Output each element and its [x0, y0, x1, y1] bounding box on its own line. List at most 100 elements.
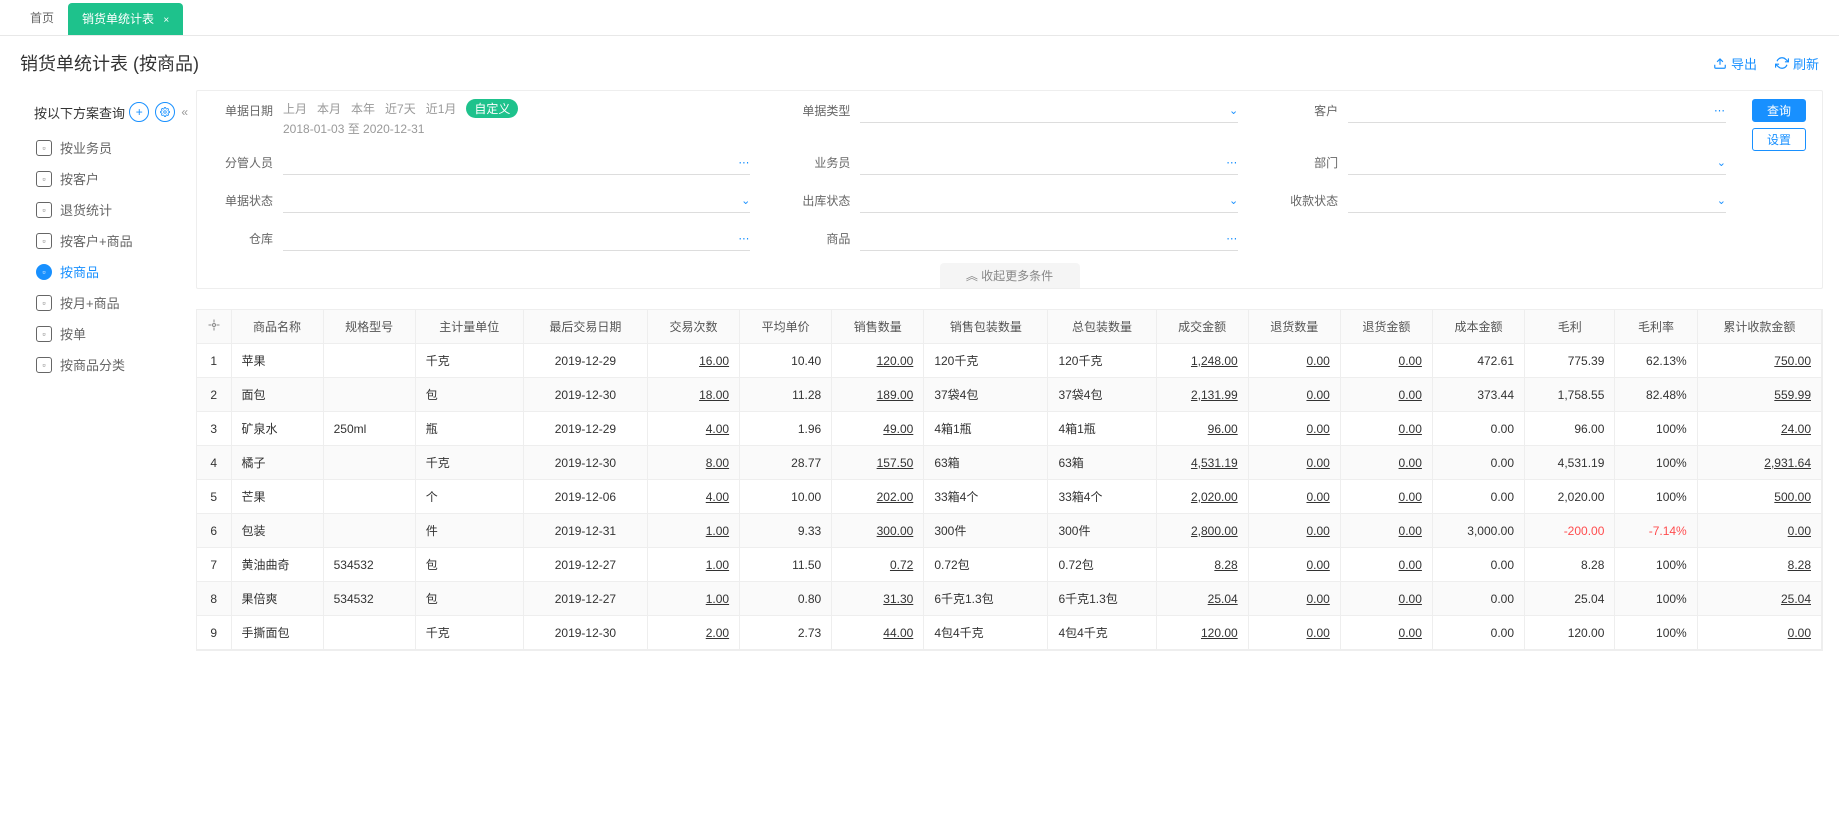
product-input[interactable]: ⋯ [860, 227, 1238, 251]
table-row[interactable]: 6包装件2019-12-311.009.33300.00300件300件2,80… [197, 514, 1822, 548]
table-row[interactable]: 4橘子千克2019-12-308.0028.77157.5063箱63箱4,53… [197, 446, 1822, 480]
table-header-cell[interactable]: 交易次数 [647, 310, 739, 344]
table-row[interactable]: 5芒果个2019-12-064.0010.00202.0033箱4个33箱4个2… [197, 480, 1822, 514]
table-row[interactable]: 2面包包2019-12-3018.0011.28189.0037袋4包37袋4包… [197, 378, 1822, 412]
table-cell: 44.00 [832, 616, 924, 650]
sidebar-item[interactable]: ▫退货统计 [16, 194, 196, 225]
table-cell: 100% [1615, 582, 1697, 616]
table-header-cell[interactable]: 销售数量 [832, 310, 924, 344]
sidebar-title: 按以下方案查询 [34, 103, 125, 122]
add-button[interactable]: + [129, 102, 149, 122]
table-row[interactable]: 9手撕面包千克2019-12-302.002.7344.004包4千克4包4千克… [197, 616, 1822, 650]
doc-status-input[interactable]: ⌄ [283, 189, 750, 213]
gear-button[interactable] [155, 102, 175, 122]
tab-home[interactable]: 首页 [16, 0, 68, 36]
sidebar-item[interactable]: ▫按业务员 [16, 132, 196, 163]
table-cell: 2019-12-27 [523, 548, 647, 582]
table-header-cell[interactable] [197, 310, 231, 344]
sidebar-item-icon: ▫ [36, 295, 52, 311]
sidebar-item[interactable]: ▫按商品 [16, 256, 196, 287]
table-head: 商品名称规格型号主计量单位最后交易日期交易次数平均单价销售数量销售包装数量总包装… [197, 310, 1822, 344]
table-header-cell[interactable]: 规格型号 [323, 310, 415, 344]
chevron-up-icon: ︽ [966, 269, 978, 283]
settings-button[interactable]: 设置 [1752, 128, 1806, 151]
table-row[interactable]: 8果倍爽534532包2019-12-271.000.8031.306千克1.3… [197, 582, 1822, 616]
sidebar-item[interactable]: ▫按商品分类 [16, 349, 196, 380]
manager-input[interactable]: ⋯ [283, 151, 750, 175]
table-cell: 120.00 [1525, 616, 1615, 650]
out-status-input[interactable]: ⌄ [860, 189, 1238, 213]
table-cell [323, 378, 415, 412]
table-cell: 0.00 [1248, 446, 1340, 480]
date-shortcut[interactable]: 上月 [283, 100, 307, 117]
tab-sales-report[interactable]: 销货单统计表 × [68, 3, 183, 35]
warehouse-input[interactable]: ⋯ [283, 227, 750, 251]
table-cell: 31.30 [832, 582, 924, 616]
table-cell [323, 480, 415, 514]
sidebar-item-label: 按业务员 [60, 138, 112, 157]
table-cell: 千克 [415, 446, 523, 480]
sidebar-item[interactable]: ▫按单 [16, 318, 196, 349]
sidebar-collapse-icon[interactable]: « [181, 105, 188, 119]
table-header-cell[interactable]: 成本金额 [1432, 310, 1524, 344]
table-header-cell[interactable]: 商品名称 [231, 310, 323, 344]
table-cell: 25.04 [1697, 582, 1821, 616]
table-header-cell[interactable]: 主计量单位 [415, 310, 523, 344]
page-title: 销货单统计表 (按商品) [20, 50, 199, 76]
table-cell: 28.77 [740, 446, 832, 480]
table-header-cell[interactable]: 毛利 [1525, 310, 1615, 344]
chevron-down-icon: ⌄ [1229, 104, 1238, 117]
date-shortcut[interactable]: 本月 [317, 100, 341, 117]
table-header-cell[interactable]: 毛利率 [1615, 310, 1697, 344]
table-header-cell[interactable]: 成交金额 [1156, 310, 1248, 344]
table-header-cell[interactable]: 销售包装数量 [924, 310, 1048, 344]
table-cell: 63箱 [1048, 446, 1156, 480]
sidebar-item[interactable]: ▫按客户+商品 [16, 225, 196, 256]
table-cell: 0.00 [1248, 616, 1340, 650]
chevron-down-icon: ⌄ [741, 194, 750, 207]
table-cell: 3,000.00 [1432, 514, 1524, 548]
tab-bar: 首页 销货单统计表 × [0, 0, 1839, 36]
table-header-cell[interactable]: 退货金额 [1340, 310, 1432, 344]
table-cell: 2019-12-06 [523, 480, 647, 514]
pay-status-input[interactable]: ⌄ [1348, 189, 1726, 213]
table-cell: 500.00 [1697, 480, 1821, 514]
query-button[interactable]: 查询 [1752, 99, 1806, 122]
salesperson-input[interactable]: ⋯ [860, 151, 1238, 175]
table-cell: 千克 [415, 616, 523, 650]
table-cell: 4 [197, 446, 231, 480]
table-cell: 33箱4个 [924, 480, 1048, 514]
table-row[interactable]: 1苹果千克2019-12-2916.0010.40120.00120千克120千… [197, 344, 1822, 378]
table-header-cell[interactable]: 累计收款金额 [1697, 310, 1821, 344]
close-icon[interactable]: × [163, 15, 169, 26]
table-row[interactable]: 7黄油曲奇534532包2019-12-271.0011.500.720.72包… [197, 548, 1822, 582]
date-shortcut[interactable]: 本年 [351, 100, 375, 117]
dept-input[interactable]: ⌄ [1348, 151, 1726, 175]
filter-warehouse: 仓库 ⋯ [213, 227, 750, 251]
table-row[interactable]: 3矿泉水250ml瓶2019-12-294.001.9649.004箱1瓶4箱1… [197, 412, 1822, 446]
table-cell: 0.00 [1340, 446, 1432, 480]
sidebar-item-label: 按月+商品 [60, 293, 120, 312]
table-header-cell[interactable]: 退货数量 [1248, 310, 1340, 344]
table-header-cell[interactable]: 平均单价 [740, 310, 832, 344]
table-cell: 6 [197, 514, 231, 548]
filter-label: 业务员 [790, 151, 850, 171]
table-header-cell[interactable]: 最后交易日期 [523, 310, 647, 344]
date-shortcut[interactable]: 近1月 [426, 100, 457, 117]
export-button[interactable]: 导出 [1713, 54, 1757, 73]
table-cell: 2,931.64 [1697, 446, 1821, 480]
filter-customer: 客户 ⋯ [1278, 99, 1726, 137]
table-header-cell[interactable]: 总包装数量 [1048, 310, 1156, 344]
table-cell: 包 [415, 582, 523, 616]
date-shortcut[interactable]: 近7天 [385, 100, 416, 117]
sidebar-item[interactable]: ▫ 按月+商品 [16, 287, 196, 318]
table-cell: 橘子 [231, 446, 323, 480]
refresh-button[interactable]: 刷新 [1775, 54, 1819, 73]
table-cell: 矿泉水 [231, 412, 323, 446]
date-custom-pill[interactable]: 自定义 [466, 99, 518, 118]
customer-input[interactable]: ⋯ [1348, 99, 1726, 123]
sidebar-item[interactable]: ▫按客户 [16, 163, 196, 194]
doc-type-input[interactable]: ⌄ [860, 99, 1238, 123]
collapse-filters-button[interactable]: ︽ 收起更多条件 [940, 263, 1080, 288]
sidebar-item-icon: ▫ [36, 326, 52, 342]
